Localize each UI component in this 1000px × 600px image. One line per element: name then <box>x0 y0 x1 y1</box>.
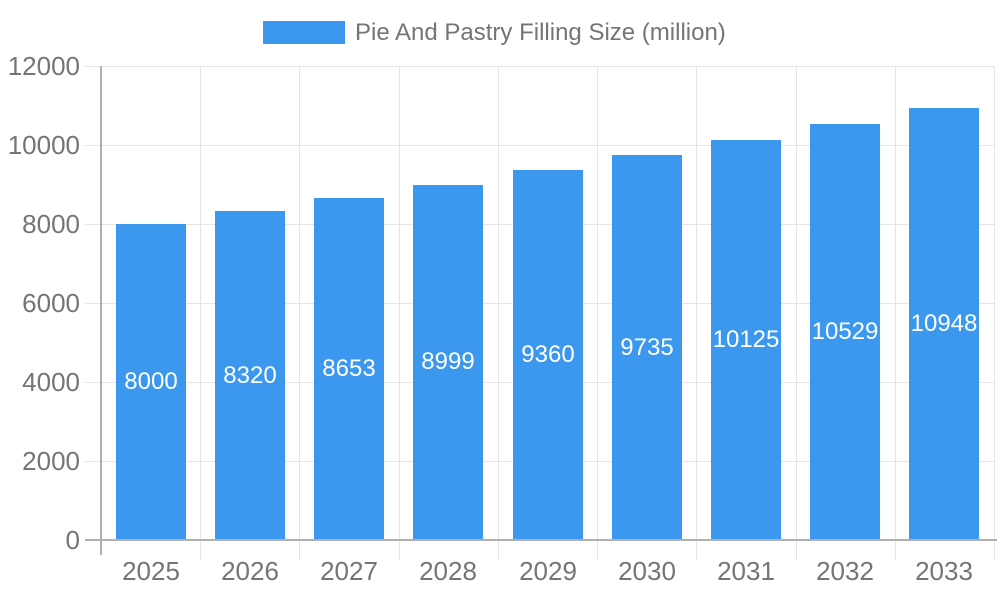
x-axis-tick <box>498 540 499 560</box>
legend-label: Pie And Pastry Filling Size (million) <box>355 18 726 46</box>
bar-value-label: 10529 <box>811 318 879 345</box>
bar-value-label: 10125 <box>712 326 780 353</box>
bar-2032 <box>810 124 880 540</box>
y-axis-tick <box>85 145 101 146</box>
y-axis-tick-label: 6000 <box>22 288 80 318</box>
x-gridline <box>597 66 598 540</box>
x-axis-tick-label: 2032 <box>816 556 874 586</box>
x-axis-tick-label: 2025 <box>122 556 180 586</box>
legend-item[interactable]: Pie And Pastry Filling Size (million) <box>263 18 726 46</box>
x-gridline <box>200 66 201 540</box>
x-axis-tick <box>399 540 400 560</box>
y-axis-tick-label: 4000 <box>22 367 80 397</box>
bar-2027 <box>314 198 384 540</box>
x-axis-tick <box>299 540 300 560</box>
bar-value-label: 8653 <box>322 355 376 382</box>
bar-2030 <box>612 155 682 540</box>
x-gridline <box>796 66 797 540</box>
y-gridline <box>101 145 994 146</box>
bar-value-label: 9360 <box>521 341 575 368</box>
x-axis-tick-label: 2029 <box>519 556 577 586</box>
x-gridline <box>399 66 400 540</box>
y-axis-line <box>100 66 102 555</box>
y-axis-tick <box>85 461 101 462</box>
x-gridline <box>299 66 300 540</box>
x-axis-tick-label: 2031 <box>717 556 775 586</box>
x-gridline <box>498 66 499 540</box>
x-axis-tick <box>696 540 697 560</box>
y-axis-tick-label: 10000 <box>7 130 80 160</box>
bar-2033 <box>909 108 979 540</box>
bar-2026 <box>215 211 285 540</box>
y-axis-tick-label: 2000 <box>22 446 80 476</box>
x-axis-tick-label: 2027 <box>320 556 378 586</box>
bar-value-label: 9735 <box>620 334 674 361</box>
x-gridline <box>895 66 896 540</box>
bar-value-label: 8320 <box>223 362 277 389</box>
x-axis-tick-label: 2028 <box>419 556 477 586</box>
x-axis-tick-label: 2030 <box>618 556 676 586</box>
x-axis-tick-label: 2033 <box>915 556 973 586</box>
bar-2025 <box>116 224 186 540</box>
x-axis-line <box>85 539 997 541</box>
y-axis-tick-label: 0 <box>65 525 80 555</box>
y-axis-tick <box>85 382 101 383</box>
y-axis-tick <box>85 66 101 67</box>
x-axis-tick <box>994 540 995 560</box>
x-axis-tick <box>200 540 201 560</box>
x-gridline <box>994 66 995 540</box>
x-axis-tick <box>796 540 797 560</box>
bar-value-label: 8000 <box>124 368 178 395</box>
y-axis-tick <box>85 224 101 225</box>
bar-2028 <box>413 185 483 540</box>
bar-2029 <box>513 170 583 540</box>
y-axis-tick-label: 12000 <box>7 51 80 81</box>
bar-value-label: 10948 <box>910 310 978 337</box>
y-axis-tick-label: 8000 <box>22 209 80 239</box>
bar-2031 <box>711 140 781 540</box>
legend-swatch <box>263 21 345 44</box>
x-axis-tick-label: 2026 <box>221 556 279 586</box>
x-axis-tick <box>597 540 598 560</box>
x-axis-tick <box>895 540 896 560</box>
y-gridline <box>101 66 994 67</box>
bar-value-label: 8999 <box>421 348 475 375</box>
x-gridline <box>696 66 697 540</box>
y-axis-tick <box>85 303 101 304</box>
